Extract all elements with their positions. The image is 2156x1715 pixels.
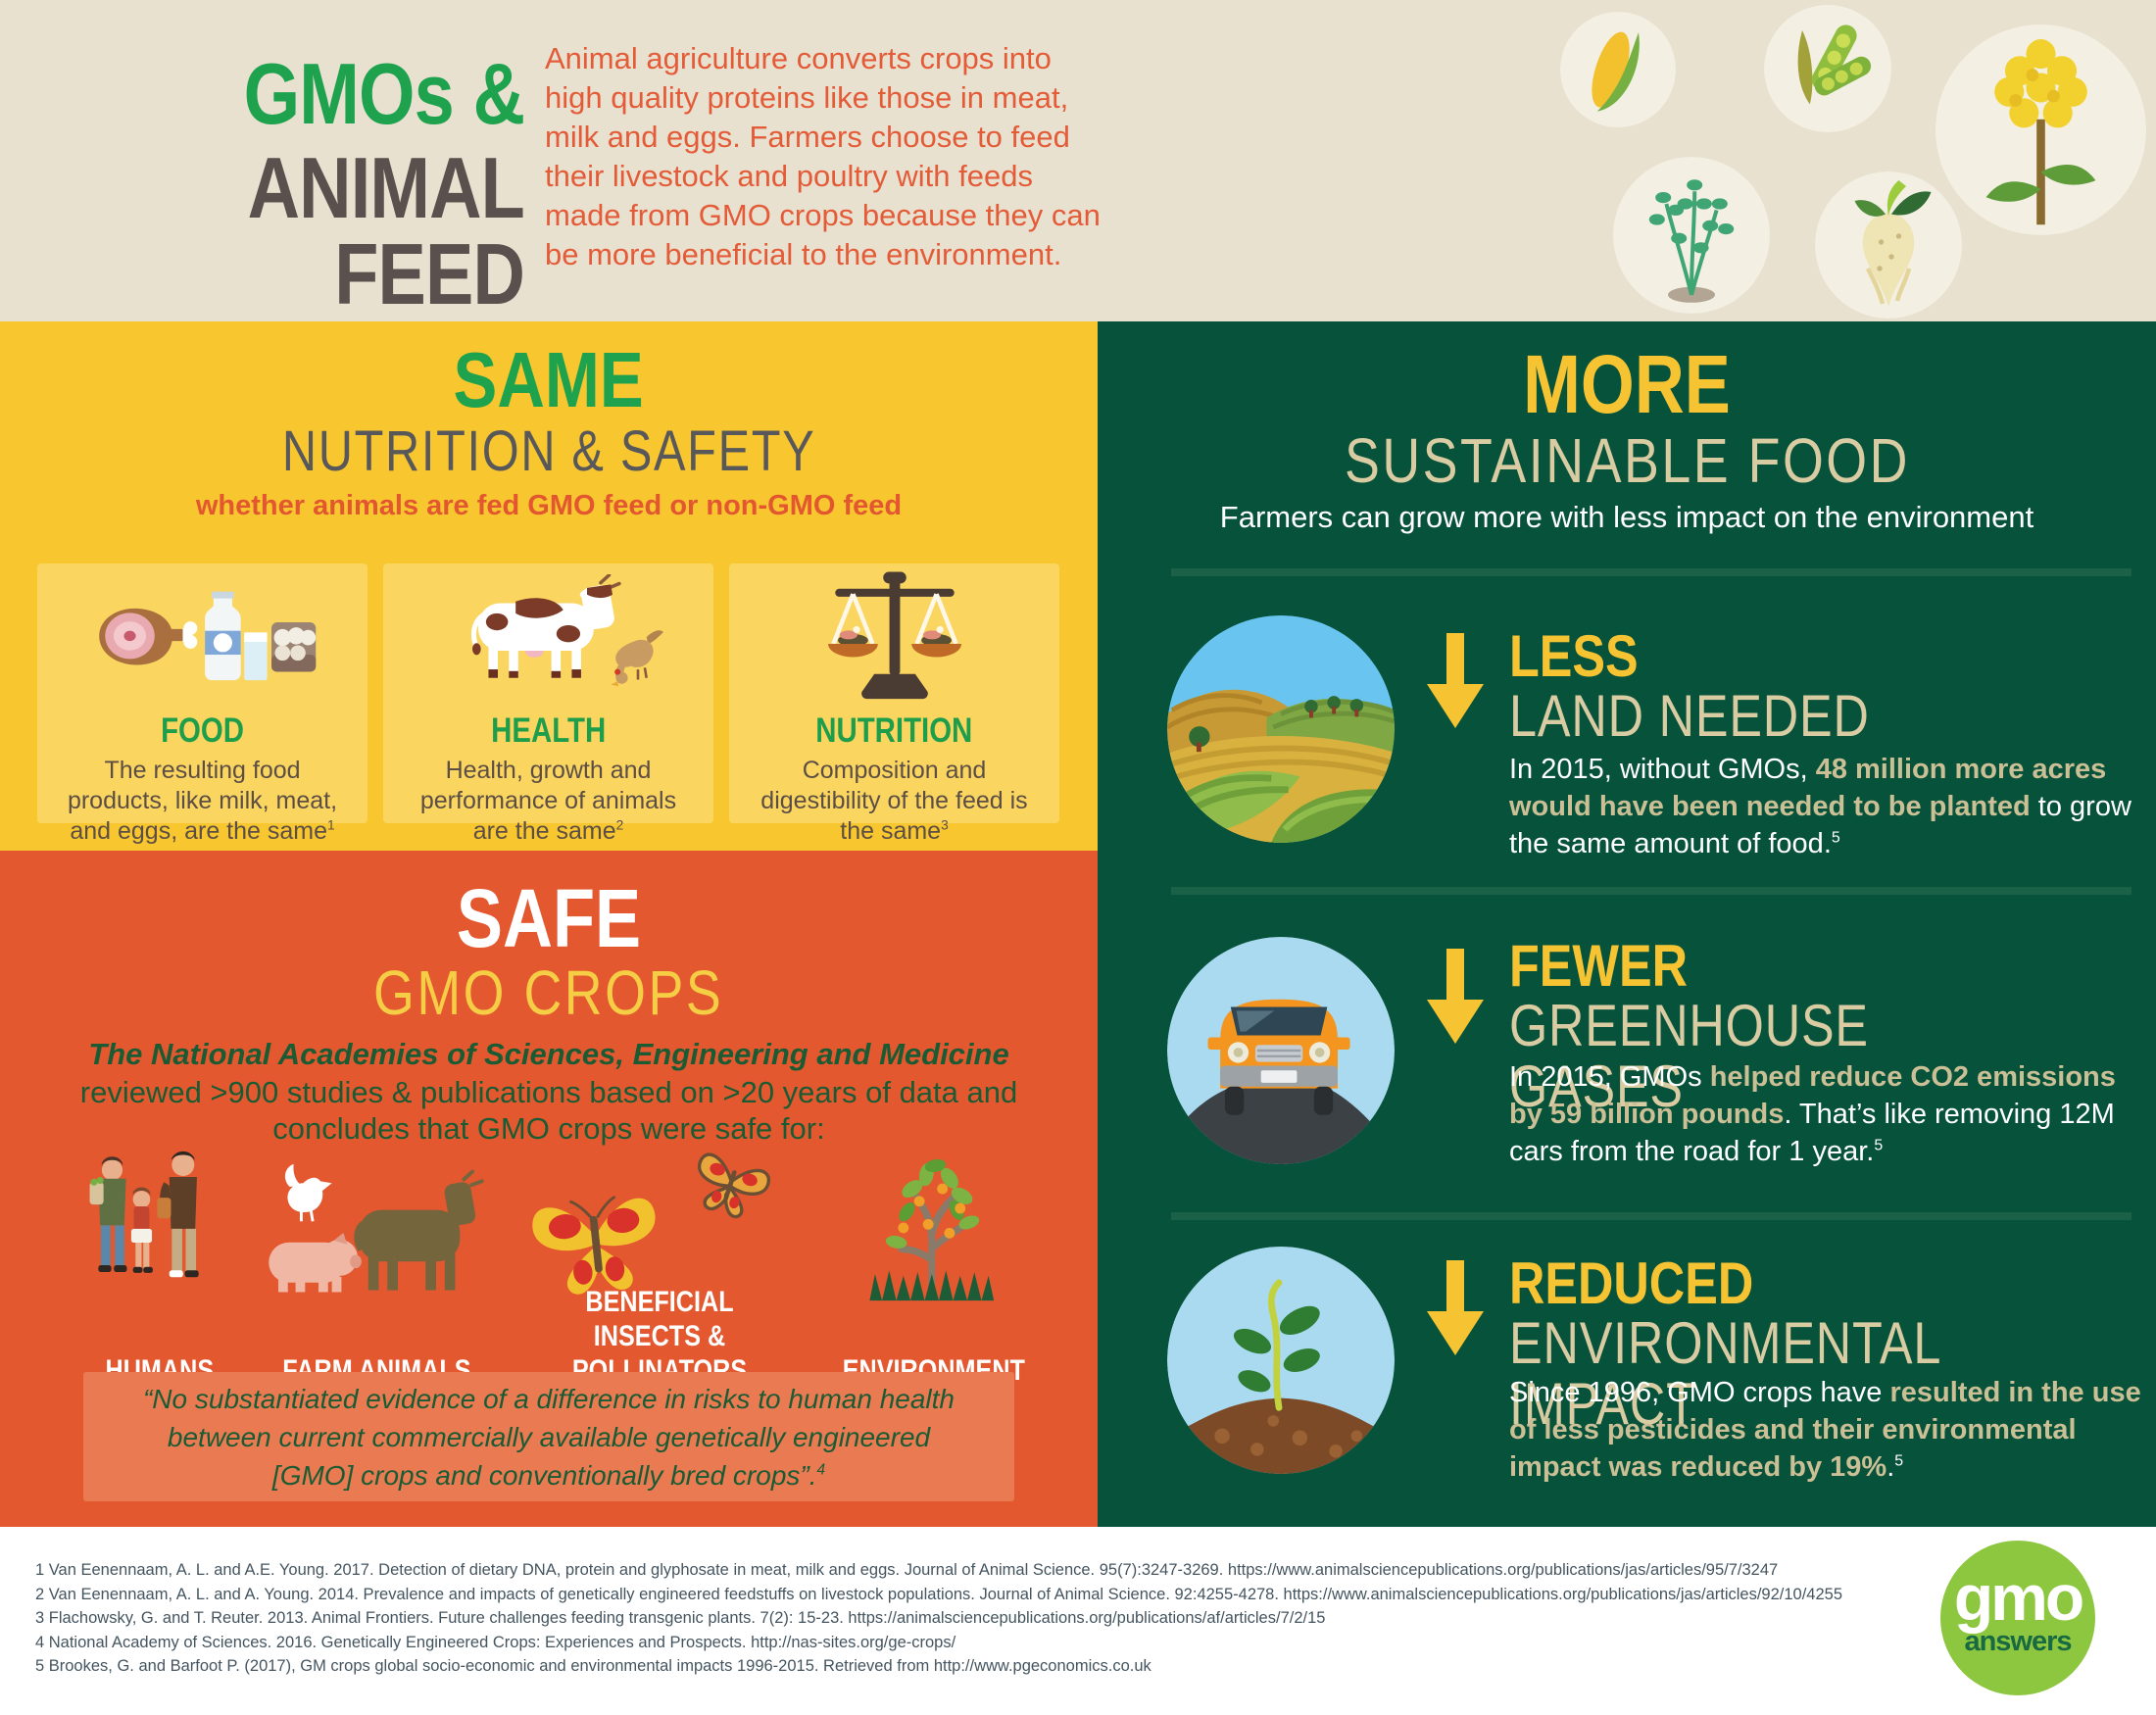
down-arrow-icon [1423,1260,1488,1358]
nutrition-card-title: NUTRITION [815,711,973,750]
tree-and-grass-icon [849,1137,1020,1311]
more-title: MORE [1523,338,1731,430]
logo-word-gmo: gmo [1953,1561,2084,1634]
title-line2: ANIMAL FEED [247,139,525,322]
cow-chicken-icon [383,564,713,712]
footnote-ref: 3 [941,817,949,833]
footnote-ref: 5 [1831,829,1840,847]
food-card: FOOD The resulting food products, like m… [37,564,368,845]
safe-lead-bold: The National Academies of Sciences, Engi… [88,1037,1009,1071]
fewer-heading: FEWER [1509,933,1688,999]
reference-5: 5 Brookes, G. and Barfoot P. (2017), GM … [35,1657,1152,1675]
reference-2: 2 Van Eenennaam, A. L. and A. Young. 201… [35,1585,1842,1603]
farm-fields-icon [1167,615,1395,843]
down-arrow-icon [1423,633,1488,731]
safe-subtitle: GMO CROPS [373,957,724,1028]
divider [1171,1212,2132,1220]
food-card-title: FOOD [161,711,244,750]
land-needed-heading: LAND NEEDED [1509,683,1870,749]
safe-gmo-crops-section: SAFE GMO CROPS The National Academies of… [0,851,1098,1527]
soybean-icon [1764,5,1891,132]
footer: 1 Van Eenennaam, A. L. and A.E. Young. 2… [0,1527,2156,1715]
canola-icon [1936,24,2146,235]
farm-animals-group: FARM ANIMALS [259,1137,494,1388]
reference-4: 4 National Academy of Sciences. 2016. Ge… [35,1633,956,1651]
car-icon [1167,937,1395,1164]
divider [1171,568,2132,576]
less-heading: LESS [1509,623,1639,689]
same-nutrition-safety-section: SAME NUTRITION & SAFETY whether animals … [0,321,1098,851]
family-icon [86,1137,233,1311]
insects-group: BENEFICIAL INSECTS & POLLINATORS [517,1137,802,1388]
seedling-icon [1167,1247,1395,1474]
quote-text: “No substantiated evidence of a differen… [142,1383,956,1491]
environment-group: ENVIRONMENT [816,1137,1052,1388]
safe-lead-text: reviewed >900 studies & publications bas… [79,1075,1018,1146]
more-heading: MORE SUSTAINABLE FOOD Farmers can grow m… [1098,341,2156,535]
food-card-text: The resulting food products, like milk, … [67,757,338,845]
sugar-beet-icon [1815,172,1962,318]
environmental-impact-heading: ENVIRONMENTAL IMPACT [1509,1310,1940,1437]
chicken-pig-cow-icon [267,1137,487,1311]
corn-icon [1560,12,1676,127]
environmental-impact-text: Since 1996, GMO crops have resulted in t… [1509,1377,2141,1483]
alfalfa-icon [1613,157,1770,314]
food-icon [37,564,368,712]
footnote-ref: 1 [327,817,335,833]
page-title: GMOs & ANIMAL FEED [29,51,524,318]
reference-1: 1 Van Eenennaam, A. L. and A.E. Young. 2… [35,1561,1779,1579]
footnote-ref: 5 [1874,1137,1884,1154]
humans-group: HUMANS [62,1137,258,1388]
more-tagline: Farmers can grow more with less impact o… [1219,500,2034,534]
down-arrow-icon [1423,949,1488,1047]
greenhouse-gases-heading: GREENHOUSE GASES [1509,993,1869,1119]
header: GMOs & ANIMAL FEED Animal agriculture co… [0,0,2156,321]
land-needed-text: In 2015, without GMOs, 48 million more a… [1509,754,2132,859]
intro-text: Animal agriculture converts crops into h… [545,41,1101,271]
health-card: HEALTH Health, growth and performance of… [383,564,713,845]
greenhouse-gases-text: In 2015, GMOs helped reduce CO2 emission… [1509,1061,2116,1167]
divider [1171,887,2132,895]
logo-word-answers: answers [1964,1626,2072,1657]
same-tagline: whether animals are fed GMO feed or non-… [195,490,903,521]
nutrition-card: NUTRITION Composition and digestibility … [729,564,1059,845]
footnote-ref: 2 [615,817,624,833]
nutrition-card-text: Composition and digestibility of the fee… [760,757,1028,845]
more-sustainable-food-section: MORE SUSTAINABLE FOOD Farmers can grow m… [1098,321,2156,1527]
same-title: SAME [453,336,645,423]
references: 1 Van Eenennaam, A. L. and A.E. Young. 2… [35,1558,1897,1679]
safe-title: SAFE [456,872,642,964]
same-subtitle: NUTRITION & SAFETY [281,419,816,483]
footnote-ref: 5 [1894,1452,1904,1470]
gmo-answers-logo: gmo answers [1940,1541,2095,1695]
balance-scale-icon [729,564,1059,712]
title-line1: GMOs & [243,45,524,142]
health-card-text: Health, growth and performance of animal… [419,757,677,845]
more-subtitle: SUSTAINABLE FOOD [1344,425,1910,496]
quote-box: “No substantiated evidence of a differen… [83,1372,1014,1501]
butterflies-icon [522,1137,797,1311]
reduced-heading: REDUCED [1509,1250,1754,1316]
reference-3: 3 Flachowsky, G. and T. Reuter. 2013. An… [35,1609,1326,1627]
health-card-title: HEALTH [490,711,607,750]
footnote-ref: 4 [816,1461,826,1479]
